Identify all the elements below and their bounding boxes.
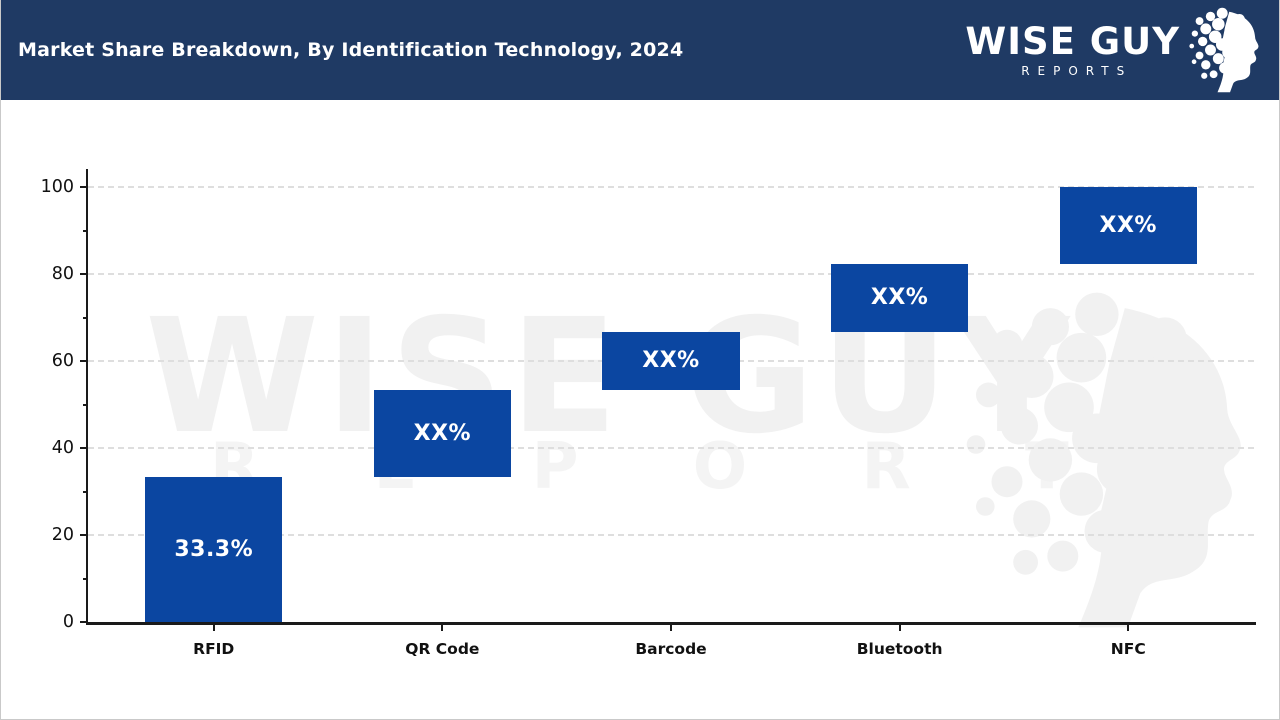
x-category-label: Barcode: [635, 640, 707, 658]
y-axis-minor-tick: [83, 491, 88, 493]
y-axis-tick: [80, 360, 88, 362]
bar-nfc: XX%: [1059, 187, 1197, 264]
y-gridline: [88, 186, 1254, 188]
bar-value-label: XX%: [413, 421, 472, 447]
x-axis-tick: [1127, 624, 1130, 631]
y-axis-tick: [80, 186, 88, 188]
y-tick-label: 0: [62, 612, 74, 632]
logo-head-icon: [1189, 7, 1259, 93]
watermark-reports-text: R E P O R T S: [210, 430, 1276, 504]
y-tick-label: 100: [40, 177, 74, 197]
bar-bluetooth: XX%: [831, 263, 969, 332]
x-axis-tick: [441, 624, 444, 631]
y-axis-minor-tick: [83, 317, 88, 319]
bar-qr-code: XX%: [373, 390, 511, 478]
bar-value-label: 33.3%: [174, 537, 254, 563]
y-axis-tick: [80, 447, 88, 449]
y-tick-label: 20: [51, 525, 74, 545]
x-category-label: QR Code: [405, 640, 480, 658]
bar-value-label: XX%: [870, 285, 929, 311]
y-gridline: [88, 273, 1254, 275]
bar-rfid: 33.3%: [145, 477, 283, 622]
watermark-head-icon: [966, 292, 1241, 628]
y-axis-minor-tick: [83, 578, 88, 580]
logo-text: WISE GUY REPORTS: [965, 23, 1180, 78]
header-bar: Market Share Breakdown, By Identificatio…: [0, 0, 1280, 100]
logo-wiseguy-label: WISE GUY: [965, 19, 1180, 63]
y-axis-minor-tick: [83, 230, 88, 232]
y-tick-label: 40: [51, 438, 74, 458]
y-axis-line: [86, 169, 88, 624]
y-axis-tick: [80, 621, 88, 623]
y-axis-tick: [80, 534, 88, 536]
x-category-label: RFID: [193, 640, 235, 658]
y-gridline: [88, 534, 1254, 536]
y-axis-tick: [80, 273, 88, 275]
y-tick-label: 80: [51, 264, 74, 284]
x-axis-line: [86, 622, 1256, 625]
bar-value-label: XX%: [642, 348, 700, 374]
x-category-label: Bluetooth: [856, 640, 943, 658]
y-tick-label: 60: [51, 351, 74, 371]
logo-reports-label: REPORTS: [1021, 63, 1133, 78]
wise-guy-logo: WISE GUY REPORTS: [965, 7, 1264, 93]
y-gridline: [88, 447, 1254, 449]
page-title: Market Share Breakdown, By Identificatio…: [18, 39, 684, 61]
waterfall-chart: WISE GUY R E P O R T S 0 20 40 60 80 100 33.3%…: [0, 100, 1280, 718]
bar-value-label: XX%: [1099, 212, 1157, 238]
x-axis-tick: [670, 624, 672, 631]
y-axis-minor-tick: [83, 404, 88, 406]
bar-barcode: XX%: [602, 331, 740, 391]
x-axis-tick: [898, 624, 901, 631]
x-category-label: NFC: [1110, 640, 1146, 658]
x-axis-tick: [212, 624, 215, 631]
